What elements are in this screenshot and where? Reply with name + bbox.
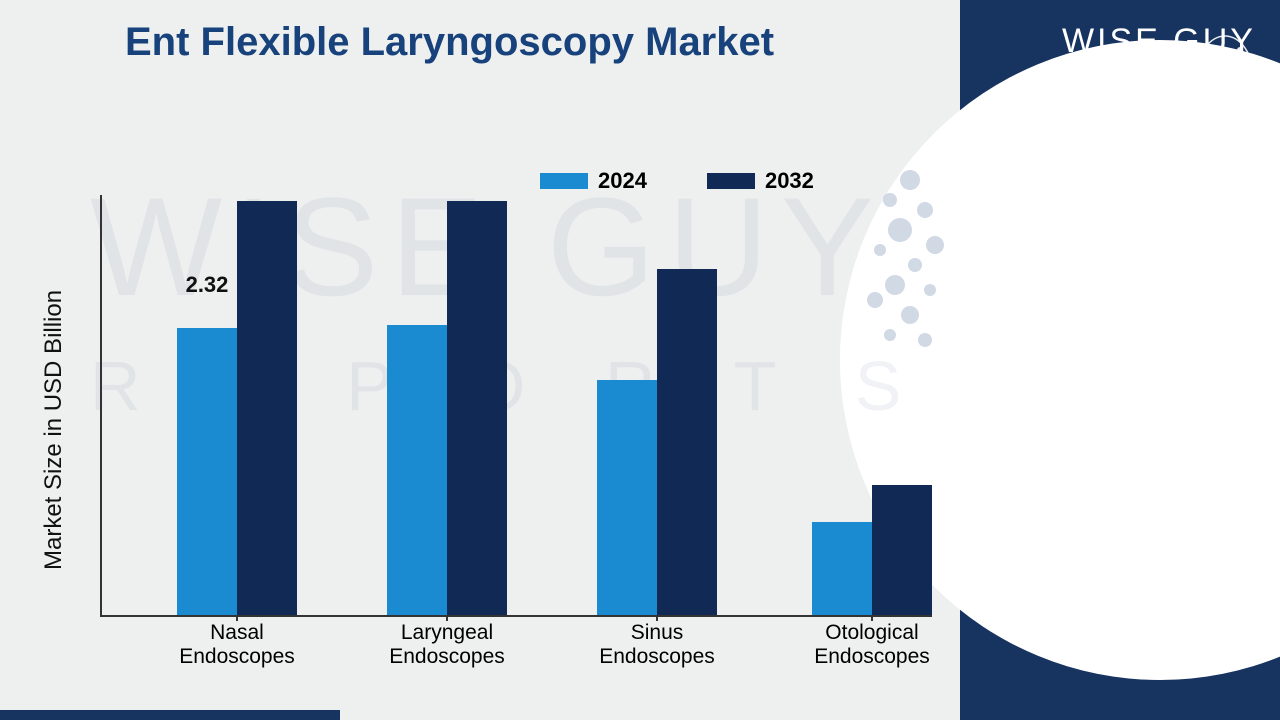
footer-accent-bar: [0, 710, 340, 720]
category-label: NasalEndoscopes: [147, 621, 327, 669]
legend-label-2024: 2024: [598, 168, 647, 194]
bar-2024-3: [812, 522, 872, 615]
category-label: OtologicalEndoscopes: [782, 621, 962, 669]
bar-2032-0: [237, 201, 297, 615]
category-label: LaryngealEndoscopes: [357, 621, 537, 669]
bar-2024-0: [177, 328, 237, 615]
legend: 2024 2032: [540, 168, 814, 194]
y-axis-label: Market Size in USD Billion: [40, 290, 68, 570]
bar-2024-2: [597, 380, 657, 615]
infographic-canvas: WISE GUY R E P O R T S Ent Flexible Lary…: [0, 0, 1280, 720]
legend-swatch-2024: [540, 173, 588, 189]
plot-area: 2.32NasalEndoscopesLaryngealEndoscopesSi…: [100, 195, 932, 617]
legend-item-2024: 2024: [540, 168, 647, 194]
bar-2032-2: [657, 269, 717, 615]
bar-2032-3: [872, 485, 932, 615]
category-label: SinusEndoscopes: [567, 621, 747, 669]
bar-2032-1: [447, 201, 507, 615]
legend-swatch-2032: [707, 173, 755, 189]
bar-value-label-2024-0: 2.32: [186, 272, 229, 298]
chart-title: Ent Flexible Laryngoscopy Market: [125, 20, 774, 65]
legend-item-2032: 2032: [707, 168, 814, 194]
legend-label-2032: 2032: [765, 168, 814, 194]
bar-2024-1: [387, 325, 447, 615]
brand-head-icon: [1190, 30, 1260, 120]
